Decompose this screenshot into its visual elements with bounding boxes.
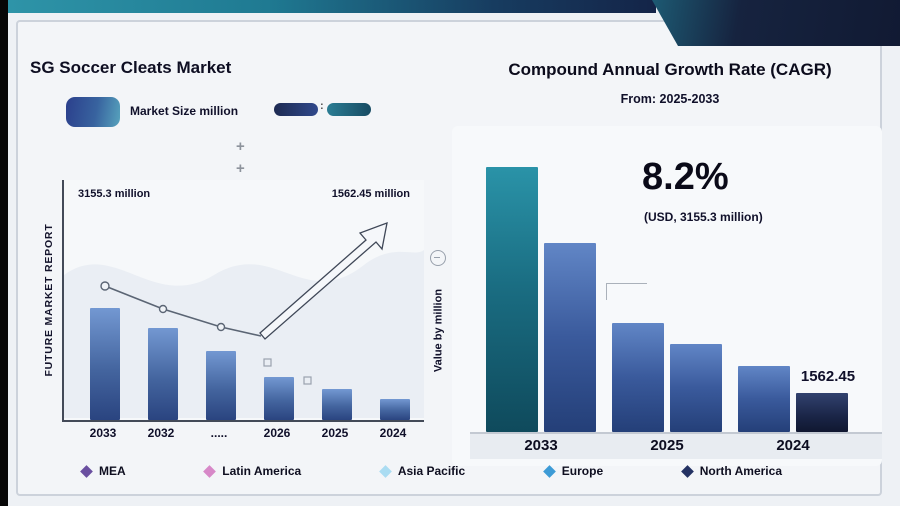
plus-decoration: + (236, 138, 245, 155)
region-diamond-icon (680, 464, 694, 478)
market-x-label: 2026 (263, 426, 291, 440)
region-legend-item-europe: Europe (542, 464, 604, 478)
region-legend-label: Asia Pacific (397, 464, 466, 478)
annotation-start-value: 3155.3 million (78, 188, 151, 200)
region-legend-label: North America (699, 464, 782, 478)
cagr-end-value-label: 1562.45 (800, 368, 856, 385)
region-legend-item-asia-pacific: Asia Pacific (378, 464, 466, 478)
left-edge-stripe (0, 0, 8, 506)
region-legend: MEA Latin America Asia Pacific Europe North … (80, 464, 782, 478)
market-size-bar (206, 351, 236, 420)
vertical-watermark: FUTURE MARKET REPORT (43, 223, 55, 377)
market-size-bar (148, 328, 178, 420)
region-diamond-icon (378, 464, 392, 478)
market-chart-x-axis: 2033 2032..... 2026 2025 2024 (88, 426, 408, 440)
corner-accent-block (652, 0, 900, 46)
market-x-label: 2024 (379, 426, 407, 440)
region-diamond-icon (80, 464, 93, 478)
region-diamond-icon (542, 464, 556, 478)
market-size-bar (264, 377, 294, 420)
cagr-chart-x-axis: 2033 2025 2024 (486, 437, 848, 454)
region-legend-label: Europe (561, 464, 604, 478)
market-x-label: 2033 (89, 426, 117, 440)
market-x-label: ..... (210, 426, 228, 440)
market-x-label: 2032 (147, 426, 175, 440)
plus-decoration: + (236, 160, 245, 177)
cagr-bar (796, 393, 848, 432)
region-legend-label: MEA (99, 464, 126, 478)
chart-annotations: 3155.3 million 1562.45 million (64, 188, 422, 200)
cagr-bar-group-2024 (738, 366, 848, 432)
cagr-bar (738, 366, 790, 432)
market-size-chart (62, 180, 424, 422)
value-axis-label: Value by million (432, 288, 445, 373)
region-legend-item-north-america: North America (680, 464, 782, 478)
cagr-percentage: 8.2% (642, 156, 729, 198)
cagr-title: Compound Annual Growth Rate (CAGR) (508, 60, 832, 79)
cagr-x-label: 2024 (776, 437, 810, 454)
market-size-bars (90, 308, 410, 420)
circle-minus-icon (430, 250, 446, 266)
cagr-bar (612, 323, 664, 432)
cagr-subtitle: From: 2025-2033 (620, 92, 720, 106)
cagr-x-label: 2033 (524, 437, 558, 454)
market-size-bar (322, 389, 352, 420)
trend-line-and-arrow (100, 221, 388, 385)
market-size-legend-label: Market Size million (130, 104, 239, 118)
cagr-bar (670, 344, 722, 432)
cagr-chart-baseline (470, 432, 882, 434)
cagr-note: (USD, 3155.3 million) (644, 210, 763, 224)
cagr-bar (544, 243, 596, 432)
market-size-legend-icon (66, 97, 120, 127)
cagr-bar (486, 167, 538, 432)
market-size-bar (380, 399, 410, 420)
cagr-chart (486, 167, 848, 432)
cagr-bar-group-2033 (486, 167, 596, 432)
region-diamond-icon (203, 464, 217, 478)
market-size-bar (90, 308, 120, 420)
region-legend-item-latin-america: Latin America (203, 464, 302, 478)
annotation-end-value: 1562.45 million (331, 188, 410, 200)
region-legend-item-mea: MEA (80, 464, 126, 478)
capsule-decoration-teal (327, 103, 371, 116)
step-line-decoration (606, 283, 647, 300)
market-x-label: 2025 (321, 426, 349, 440)
capsule-decoration-navy (274, 103, 318, 116)
capsule-separator: : (320, 100, 324, 112)
top-accent-bar (8, 0, 656, 13)
cagr-bar-group-2025 (612, 323, 722, 432)
region-legend-label: Latin America (222, 464, 302, 478)
x-axis-strip (470, 434, 882, 459)
page-title: SG Soccer Cleats Market (30, 58, 232, 77)
cagr-x-label: 2025 (650, 437, 684, 454)
